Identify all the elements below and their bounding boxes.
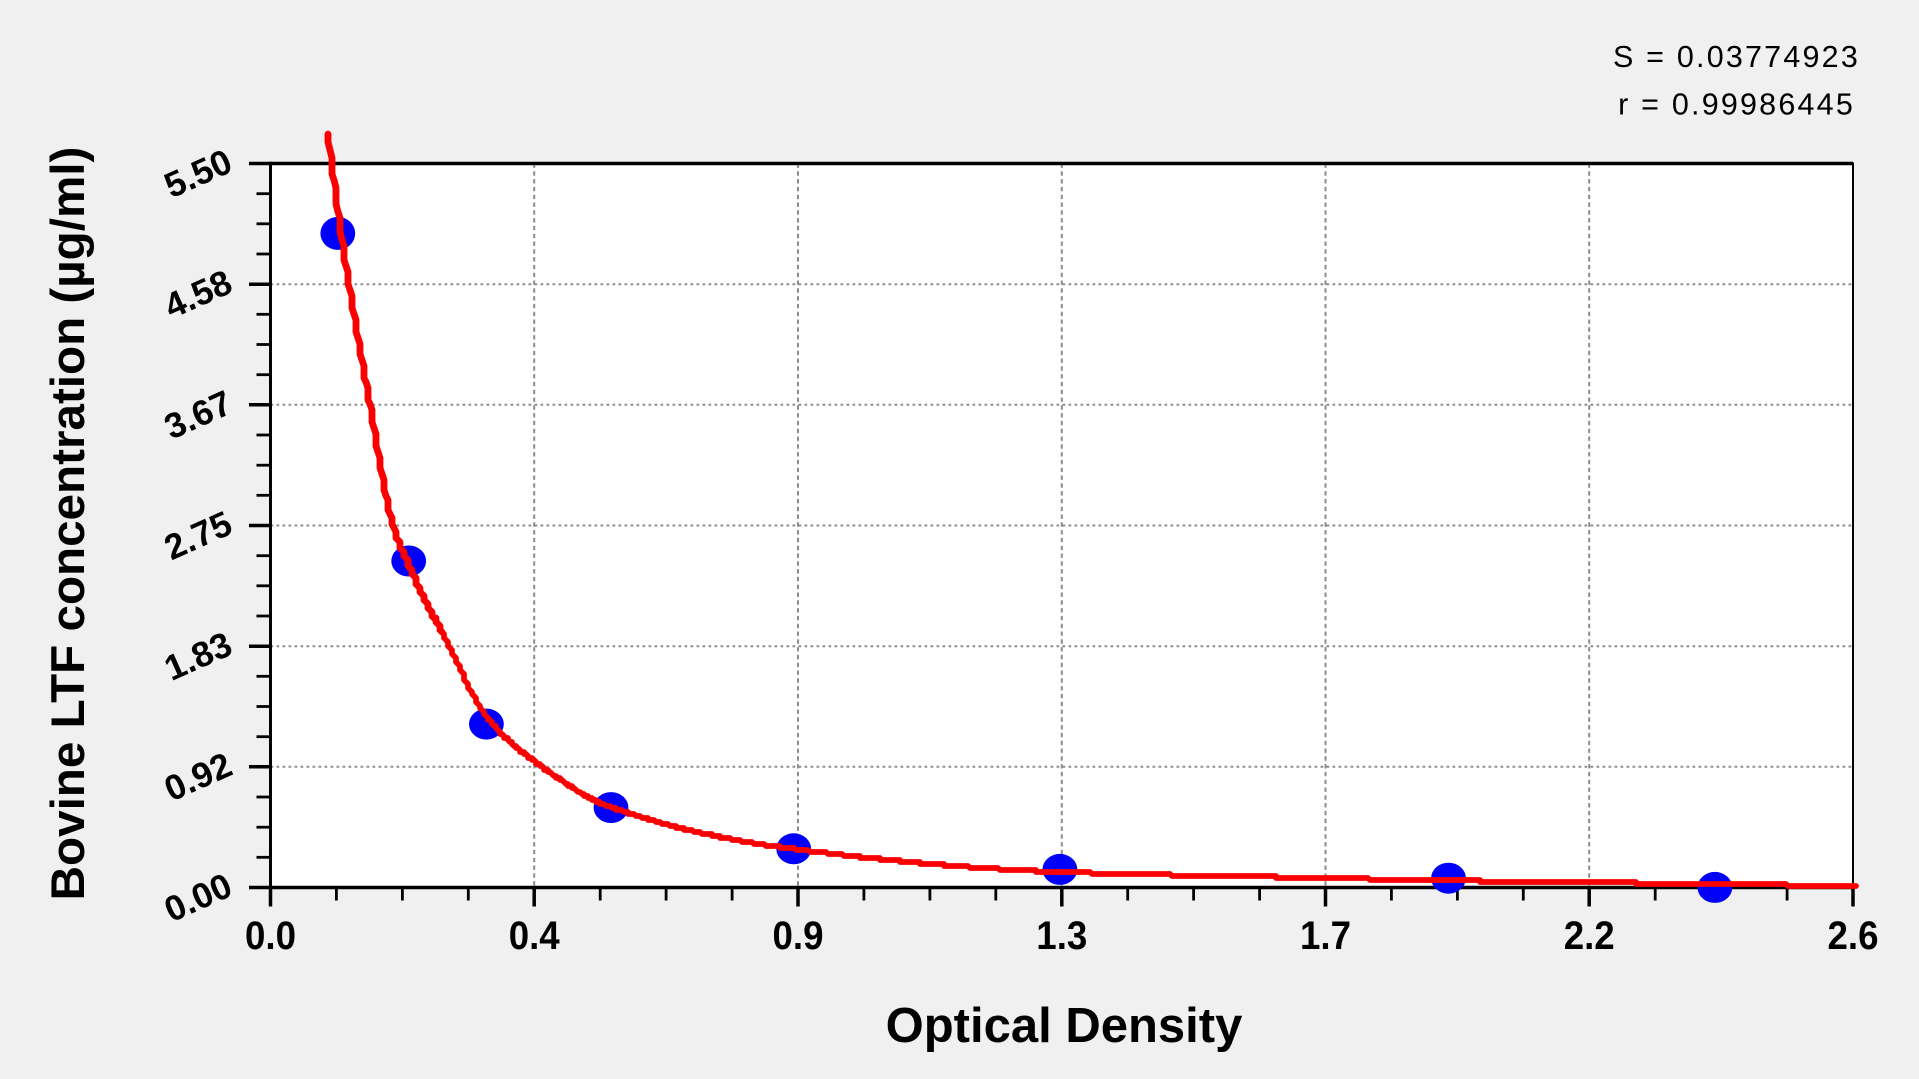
svg-text:0.0: 0.0: [245, 914, 296, 958]
svg-text:1.7: 1.7: [1300, 914, 1351, 958]
svg-text:1.3: 1.3: [1036, 914, 1087, 958]
svg-text:2.2: 2.2: [1564, 914, 1615, 958]
svg-text:0.4: 0.4: [509, 914, 561, 958]
svg-text:Optical Density: Optical Density: [886, 999, 1243, 1053]
svg-text:2.6: 2.6: [1828, 914, 1879, 958]
svg-text:S = 0.03774923: S = 0.03774923: [1613, 40, 1860, 74]
svg-text:r = 0.99986445: r = 0.99986445: [1618, 88, 1855, 122]
svg-text:Bovine LTF concentration (µg/m: Bovine LTF concentration (µg/ml): [42, 147, 95, 901]
svg-text:0.9: 0.9: [773, 914, 824, 958]
